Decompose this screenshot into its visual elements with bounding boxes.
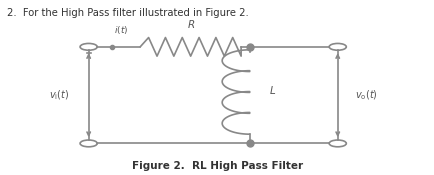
- Text: Figure 2.  RL High Pass Filter: Figure 2. RL High Pass Filter: [132, 160, 302, 170]
- Text: $R$: $R$: [186, 18, 194, 30]
- Text: $v_{\rm i}(t)$: $v_{\rm i}(t)$: [49, 88, 69, 102]
- Text: 2.  For the High Pass filter illustrated in Figure 2.: 2. For the High Pass filter illustrated …: [7, 8, 248, 18]
- Text: $v_{\rm o}(t)$: $v_{\rm o}(t)$: [354, 88, 377, 102]
- Text: $i(t)$: $i(t)$: [114, 24, 128, 36]
- Text: $L$: $L$: [268, 84, 276, 96]
